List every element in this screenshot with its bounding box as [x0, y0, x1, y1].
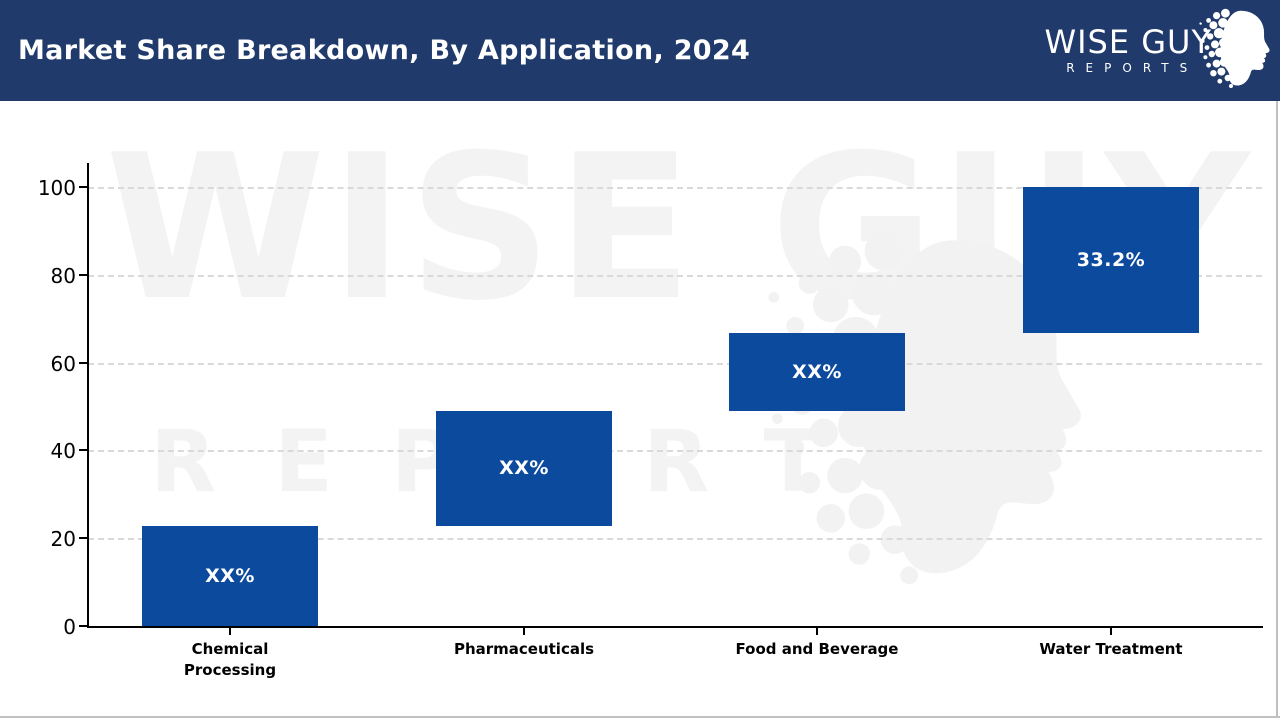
- frame-border-bottom: [0, 716, 1280, 718]
- waterfall-bar-food-and-beverage: XX%: [729, 332, 905, 411]
- waterfall-bar-water-treatment: 33.2%: [1023, 187, 1199, 333]
- y-tick-label: 100: [37, 176, 76, 200]
- bar-value-label: XX%: [499, 457, 549, 480]
- y-tick-label: 40: [50, 439, 76, 463]
- logo-subtitle: REPORTS: [1066, 61, 1199, 76]
- wiseguy-logo: WISE GUY REPORTS: [1044, 6, 1272, 94]
- y-tick: [79, 362, 88, 364]
- y-tick: [79, 625, 88, 627]
- y-tick: [79, 537, 88, 539]
- x-category-label: Water Treatment: [1039, 640, 1183, 658]
- logo-wordmark: WISE GUY: [1044, 22, 1212, 61]
- y-tick: [79, 449, 88, 451]
- gridline-40: [88, 450, 1262, 452]
- x-category-label: Chemical Processing: [183, 640, 277, 679]
- y-tick-label: 80: [50, 264, 76, 288]
- y-tick-label: 0: [63, 615, 76, 639]
- y-tick-label: 20: [50, 527, 76, 551]
- frame-border-right: [1276, 101, 1278, 716]
- wiseguy-face-icon: [1198, 6, 1272, 94]
- gridline-100: [88, 187, 1262, 189]
- y-axis-line: [87, 163, 89, 628]
- wiseguy-logo-text: WISE GUY REPORTS: [1044, 22, 1212, 76]
- page-title: Market Share Breakdown, By Application, …: [18, 35, 751, 66]
- chart-area: WISE GUY REPORTS 100 80 60 40 20 0 XX% X…: [0, 101, 1280, 720]
- bar-value-label: XX%: [205, 564, 255, 587]
- x-tick: [229, 628, 231, 635]
- x-tick: [523, 628, 525, 635]
- bar-value-label: 33.2%: [1076, 248, 1146, 271]
- gridline-80: [88, 275, 1262, 277]
- y-tick: [79, 274, 88, 276]
- x-axis-line: [87, 626, 1263, 628]
- y-tick-label: 60: [50, 352, 76, 376]
- x-tick: [1110, 628, 1112, 635]
- x-tick: [816, 628, 818, 635]
- x-category-label: Pharmaceuticals: [453, 640, 595, 658]
- bar-value-label: XX%: [792, 360, 842, 383]
- waterfall-bar-pharmaceuticals: XX%: [436, 410, 612, 526]
- gridline-20: [88, 538, 1262, 540]
- gridline-60: [88, 363, 1262, 365]
- waterfall-bar-chemical-processing: XX%: [142, 525, 318, 626]
- y-tick: [79, 186, 88, 188]
- x-category-label: Food and Beverage: [735, 640, 899, 658]
- header-bar: Market Share Breakdown, By Application, …: [0, 0, 1280, 101]
